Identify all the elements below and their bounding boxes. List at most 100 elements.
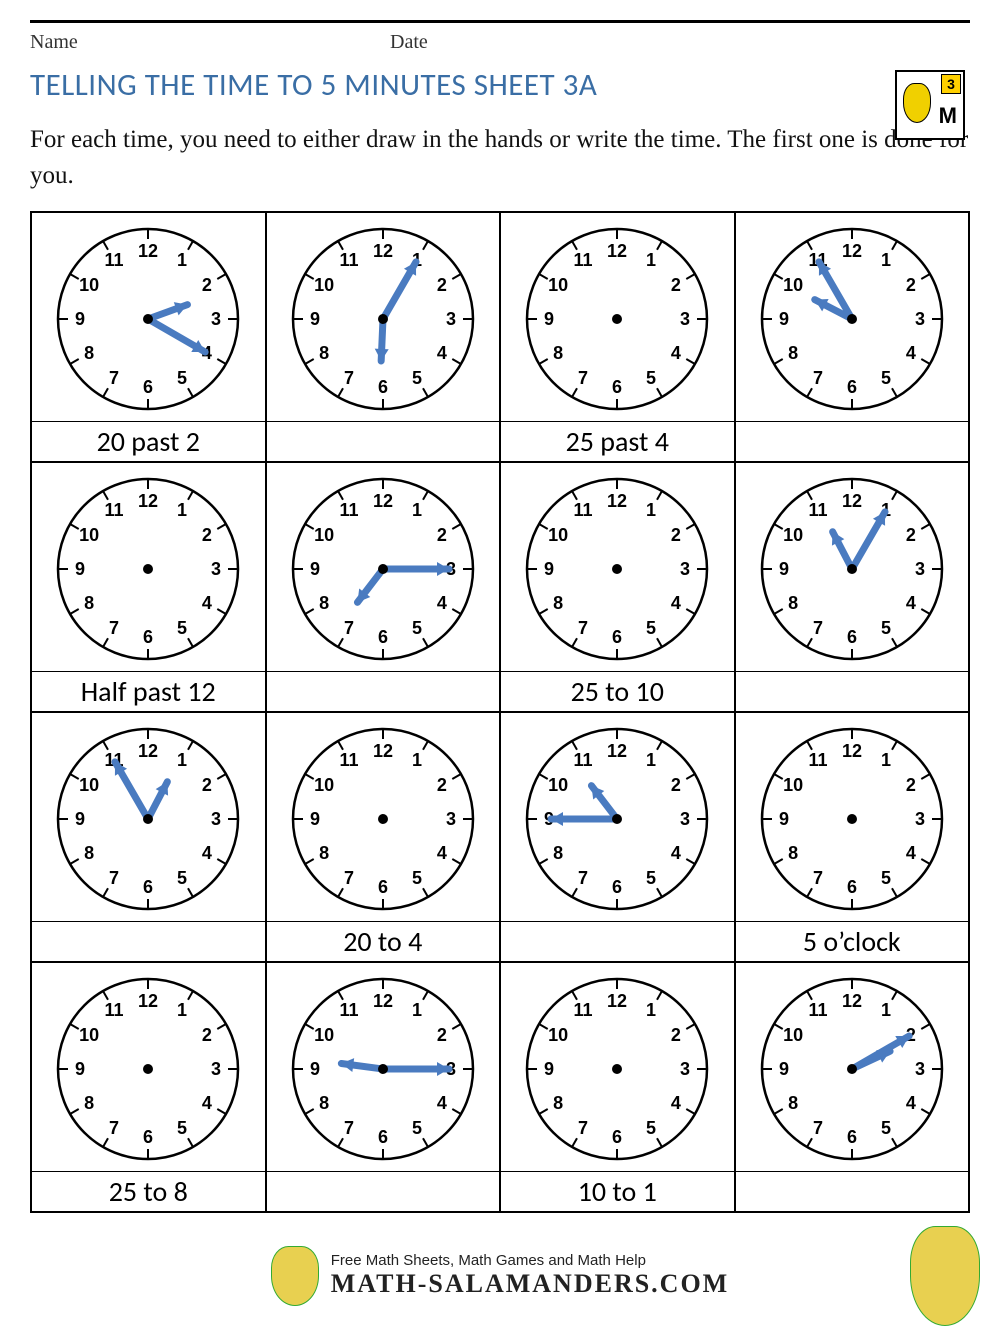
svg-text:11: 11	[808, 500, 827, 520]
svg-text:8: 8	[319, 343, 329, 363]
clock-face: 123456789101112	[517, 713, 717, 921]
svg-text:9: 9	[75, 1059, 85, 1079]
svg-text:11: 11	[339, 1000, 358, 1020]
svg-text:8: 8	[84, 343, 94, 363]
svg-text:4: 4	[906, 593, 916, 613]
clock-cell: 123456789101112	[266, 962, 501, 1212]
svg-text:11: 11	[105, 250, 124, 270]
answer-slot[interactable]	[267, 421, 500, 461]
svg-text:1: 1	[177, 500, 187, 520]
svg-text:9: 9	[310, 809, 320, 829]
svg-text:1: 1	[412, 1000, 422, 1020]
svg-text:3: 3	[211, 309, 221, 329]
svg-text:10: 10	[314, 525, 334, 545]
svg-text:11: 11	[574, 1000, 593, 1020]
answer-slot[interactable]	[736, 1171, 969, 1211]
svg-text:5: 5	[177, 1117, 187, 1137]
header-row: Name Date	[30, 31, 970, 54]
svg-text:7: 7	[344, 617, 354, 637]
svg-text:5: 5	[646, 617, 656, 637]
svg-text:3: 3	[680, 559, 690, 579]
svg-text:8: 8	[553, 343, 563, 363]
svg-text:5: 5	[881, 1117, 891, 1137]
clock-cell: 1234567891011125 o’clock	[735, 712, 970, 962]
svg-text:2: 2	[437, 1025, 447, 1045]
salamander-icon	[903, 83, 931, 123]
answer-slot[interactable]	[32, 921, 265, 961]
answer-slot[interactable]	[736, 671, 969, 711]
svg-text:3: 3	[915, 1059, 925, 1079]
svg-text:11: 11	[339, 500, 358, 520]
salamander-icon	[271, 1246, 319, 1306]
clock-cell: 123456789101112	[500, 712, 735, 962]
svg-text:11: 11	[808, 750, 827, 770]
svg-text:10: 10	[79, 275, 99, 295]
svg-text:7: 7	[578, 1117, 588, 1137]
svg-text:2: 2	[202, 525, 212, 545]
svg-text:1: 1	[646, 500, 656, 520]
clock-cell: 12345678910111220 past 2	[31, 212, 266, 462]
svg-text:11: 11	[339, 750, 358, 770]
answer-slot[interactable]: Half past 12	[32, 671, 265, 711]
svg-text:11: 11	[808, 1000, 827, 1020]
svg-text:2: 2	[437, 525, 447, 545]
svg-text:12: 12	[373, 491, 393, 511]
grade-number: 3	[941, 74, 961, 94]
svg-text:8: 8	[84, 593, 94, 613]
salamander-icon	[910, 1226, 980, 1326]
svg-text:4: 4	[906, 343, 916, 363]
clock-face: 123456789101112	[752, 463, 952, 671]
answer-slot[interactable]: 25 to 10	[501, 671, 734, 711]
answer-slot[interactable]: 25 past 4	[501, 421, 734, 461]
answer-slot[interactable]	[736, 421, 969, 461]
svg-text:3: 3	[680, 1059, 690, 1079]
svg-text:4: 4	[906, 843, 916, 863]
answer-slot[interactable]	[501, 921, 734, 961]
svg-text:4: 4	[671, 843, 681, 863]
svg-text:10: 10	[548, 775, 568, 795]
svg-text:5: 5	[881, 617, 891, 637]
svg-text:5: 5	[412, 1117, 422, 1137]
svg-text:5: 5	[177, 867, 187, 887]
svg-text:1: 1	[646, 250, 656, 270]
svg-text:9: 9	[544, 309, 554, 329]
svg-text:6: 6	[378, 1127, 388, 1147]
svg-text:6: 6	[378, 627, 388, 647]
svg-text:9: 9	[75, 809, 85, 829]
clock-face: 123456789101112	[48, 213, 248, 421]
svg-text:12: 12	[607, 241, 627, 261]
svg-text:3: 3	[211, 809, 221, 829]
svg-text:1: 1	[412, 500, 422, 520]
svg-text:2: 2	[671, 1025, 681, 1045]
svg-text:10: 10	[783, 775, 803, 795]
answer-slot[interactable]	[267, 671, 500, 711]
clock-face: 123456789101112	[517, 213, 717, 421]
clock-face: 123456789101112	[752, 963, 952, 1171]
answer-slot[interactable]: 25 to 8	[32, 1171, 265, 1211]
svg-text:6: 6	[612, 877, 622, 897]
svg-text:7: 7	[109, 1117, 119, 1137]
svg-text:5: 5	[646, 1117, 656, 1137]
svg-text:6: 6	[612, 627, 622, 647]
svg-text:3: 3	[211, 1059, 221, 1079]
answer-slot[interactable]: 20 past 2	[32, 421, 265, 461]
svg-text:10: 10	[79, 525, 99, 545]
svg-text:10: 10	[783, 525, 803, 545]
clock-face: 123456789101112	[517, 463, 717, 671]
svg-text:9: 9	[779, 559, 789, 579]
svg-text:7: 7	[109, 867, 119, 887]
clock-face: 123456789101112	[48, 463, 248, 671]
svg-text:9: 9	[544, 559, 554, 579]
answer-slot[interactable]	[267, 1171, 500, 1211]
answer-slot[interactable]: 20 to 4	[267, 921, 500, 961]
clock-cell: 123456789101112	[735, 962, 970, 1212]
top-rule	[30, 20, 970, 23]
answer-slot[interactable]: 10 to 1	[501, 1171, 734, 1211]
svg-text:10: 10	[314, 775, 334, 795]
answer-slot[interactable]: 5 o’clock	[736, 921, 969, 961]
svg-text:3: 3	[915, 809, 925, 829]
clock-face: 123456789101112	[283, 963, 483, 1171]
svg-text:3: 3	[680, 809, 690, 829]
svg-text:7: 7	[578, 367, 588, 387]
svg-text:8: 8	[319, 843, 329, 863]
